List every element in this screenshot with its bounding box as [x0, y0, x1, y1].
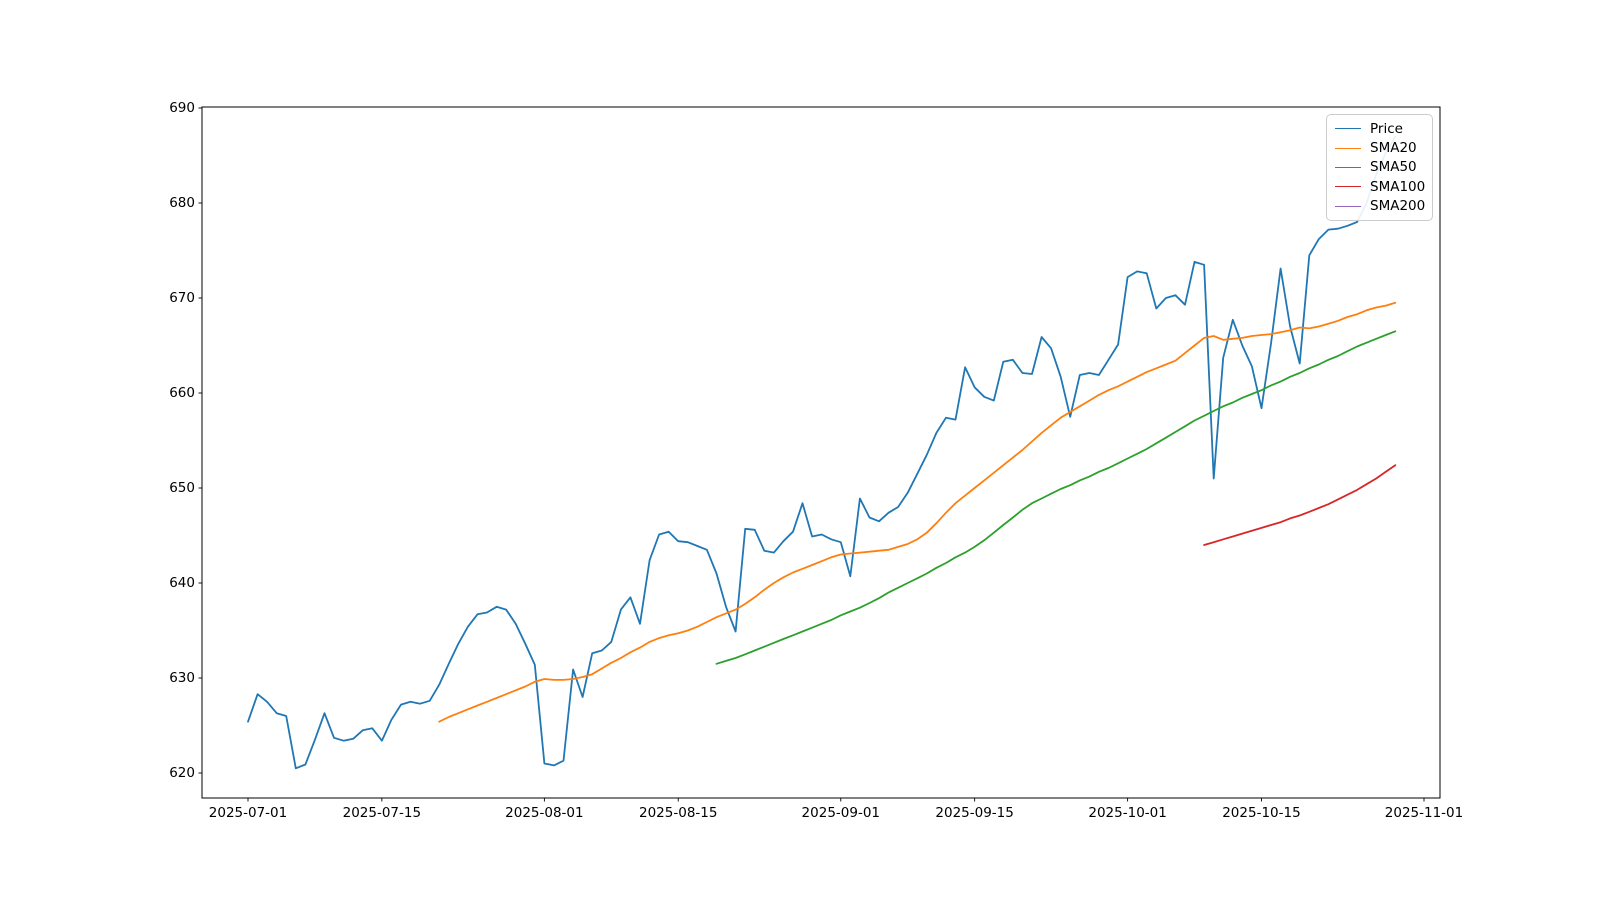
x-tick-label: 2025-07-01 — [208, 805, 288, 821]
sma100-line-swatch-icon — [1335, 186, 1361, 188]
x-tick-label: 2025-08-15 — [639, 805, 718, 821]
y-tick-label: 630 — [169, 670, 195, 686]
legend-label-sma100: SMA100 — [1370, 178, 1426, 195]
price-line-swatch-icon — [1335, 128, 1361, 130]
x-tick-label: 2025-09-15 — [935, 805, 1014, 821]
x-tick-label: 2025-08-01 — [505, 805, 584, 821]
series-line-price — [247, 135, 1397, 770]
series-line-sma50 — [715, 330, 1397, 665]
legend-label-sma200: SMA200 — [1370, 198, 1426, 215]
legend-row-price: Price — [1335, 119, 1432, 138]
y-tick-label: 650 — [169, 480, 195, 496]
sma50-line-swatch-icon — [1335, 166, 1361, 168]
legend-row-sma20: SMA20 — [1335, 138, 1432, 157]
series-line-sma20 — [438, 301, 1397, 723]
legend: Price SMA20 SMA50 SMA100 SMA200 — [1326, 114, 1433, 221]
legend-row-sma200: SMA200 — [1335, 197, 1432, 216]
series-line-sma100 — [1203, 464, 1397, 546]
x-tick-label: 2025-07-15 — [342, 805, 422, 821]
x-tick-label: 2025-10-01 — [1088, 805, 1167, 821]
legend-row-sma50: SMA50 — [1335, 158, 1432, 177]
y-tick-label: 620 — [169, 765, 195, 781]
y-tick-label: 690 — [169, 100, 195, 116]
legend-label-price: Price — [1370, 120, 1403, 137]
y-tick-label: 640 — [169, 575, 195, 591]
x-tick-label: 2025-10-15 — [1222, 805, 1301, 821]
axes-spines — [201, 106, 1441, 799]
y-tick-label: 660 — [169, 385, 195, 401]
x-tick-label: 2025-09-01 — [801, 805, 881, 821]
legend-row-sma100: SMA100 — [1335, 177, 1432, 196]
y-tick-label: 670 — [169, 290, 195, 306]
legend-label-sma50: SMA50 — [1370, 159, 1417, 176]
sma20-line-swatch-icon — [1335, 147, 1361, 149]
y-tick-label: 680 — [169, 195, 195, 211]
x-tick-label: 2025-11-01 — [1384, 805, 1464, 821]
legend-label-sma20: SMA20 — [1370, 140, 1417, 157]
sma200-line-swatch-icon — [1335, 205, 1361, 207]
